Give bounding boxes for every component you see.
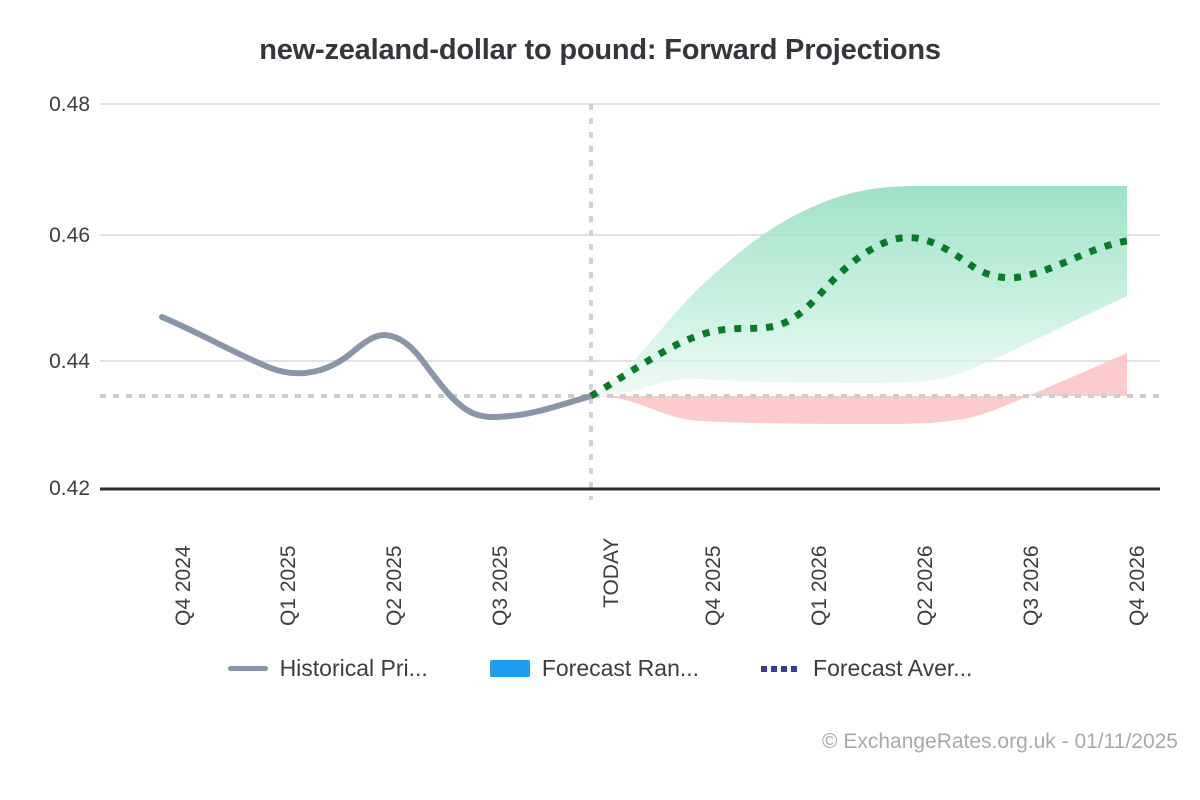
x-axis-tick-q1-2025: Q1 2025: [277, 545, 300, 626]
x-axis-tick-q3-2025: Q3 2025: [489, 545, 512, 626]
page-title: new-zealand-dollar to pound: Forward Pro…: [259, 34, 941, 66]
box-swatch-icon: [489, 660, 530, 677]
x-axis-tick-q2-2025: Q2 2025: [383, 545, 406, 626]
x-axis-tick-q3-2026: Q3 2026: [1020, 545, 1043, 626]
legend-item-historical-price[interactable]: Historical Pri...: [227, 655, 428, 682]
forecast-range-upper-band: [591, 186, 1127, 396]
historical-price-line: [159, 314, 594, 420]
legend-label-historical-price: Historical Pri...: [279, 655, 428, 681]
x-axis-tick-q4-2024: Q4 2024: [172, 545, 195, 626]
forecast-average-line: [589, 234, 1128, 400]
forecast-range-lower-band: [591, 353, 1127, 424]
y-axis-tick-0.48: 0.48: [49, 93, 90, 116]
x-axis-tick-q1-2026: Q1 2026: [808, 545, 831, 626]
x-axis-tick-q4-2025: Q4 2025: [702, 545, 725, 626]
legend-label-forecast-average: Forecast Aver...: [813, 655, 973, 681]
y-axis-tick-0.46: 0.46: [49, 224, 90, 247]
x-axis-tick-today: TODAY: [600, 537, 623, 608]
legend-item-forecast-range[interactable]: Forecast Ran...: [489, 655, 700, 682]
line-swatch-icon: [227, 666, 268, 671]
copyright-credit: © ExchangeRates.org.uk - 01/11/2025: [822, 730, 1178, 753]
legend-item-forecast-average[interactable]: Forecast Aver...: [761, 655, 972, 682]
x-axis-tick-q2-2026: Q2 2026: [914, 545, 937, 626]
y-axis-tick-0.44: 0.44: [49, 350, 90, 373]
x-axis-tick-q4-2026: Q4 2026: [1126, 545, 1149, 626]
legend-label-forecast-range: Forecast Ran...: [541, 655, 700, 681]
chart-legend: Historical Pri... Forecast Ran... Foreca…: [0, 655, 1200, 682]
y-axis-tick-0.42: 0.42: [49, 477, 90, 500]
dotted-swatch-icon: [761, 665, 801, 672]
